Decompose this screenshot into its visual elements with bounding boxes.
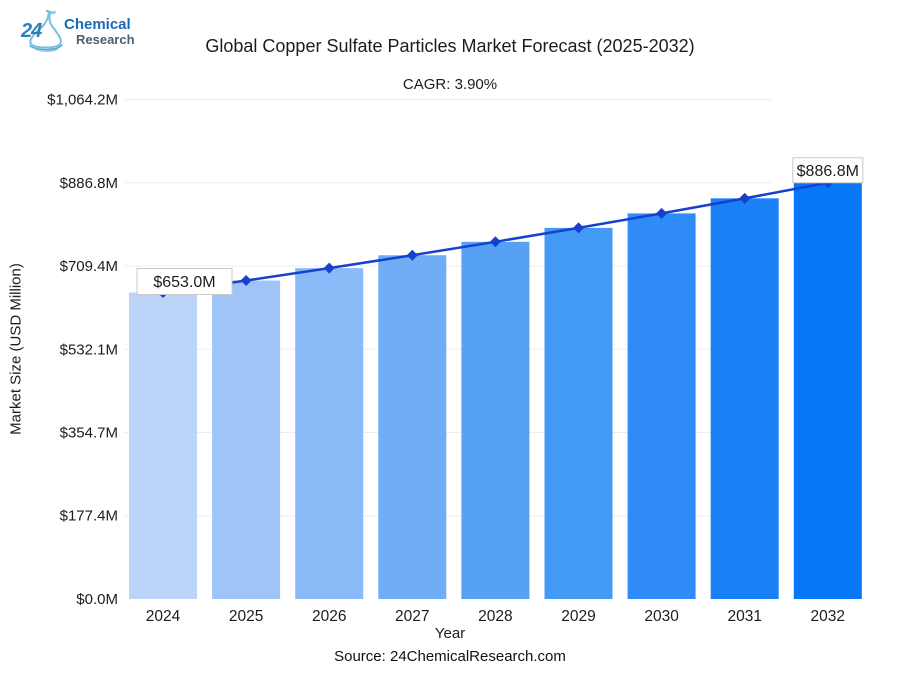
chart-title: Global Copper Sulfate Particles Market F… — [205, 36, 695, 56]
bar-2025 — [212, 280, 281, 599]
y-tick-$1,064.2M: $1,064.2M — [47, 92, 118, 109]
value-label-2032: $886.8M — [797, 163, 859, 180]
bar-2026 — [295, 268, 364, 599]
marker-2027 — [406, 249, 418, 261]
x-tick-2024: 2024 — [146, 608, 181, 625]
x-tick-2029: 2029 — [561, 608, 595, 625]
value-label-box-2032 — [792, 157, 864, 184]
bar-2028 — [461, 241, 530, 600]
logo-brand-line1: Chemical — [64, 16, 131, 33]
bar-2029 — [544, 227, 613, 600]
logo-text: Chemical Research — [64, 17, 135, 46]
logo: 24 Chemical Research — [18, 8, 135, 52]
x-tick-2025: 2025 — [229, 608, 263, 625]
bar-2031 — [710, 198, 779, 599]
x-tick-2030: 2030 — [644, 608, 679, 625]
bar-2027 — [378, 255, 447, 600]
y-tick-$709.4M: $709.4M — [60, 258, 118, 275]
source-attribution: Source: 24ChemicalResearch.com — [334, 648, 566, 665]
x-tick-2032: 2032 — [811, 608, 845, 625]
x-tick-2026: 2026 — [312, 608, 346, 625]
y-tick-$177.4M: $177.4M — [60, 508, 118, 525]
logo-flask-icon: 24 — [18, 8, 70, 52]
x-tick-2027: 2027 — [395, 608, 429, 625]
value-label-2024: $653.0M — [153, 274, 215, 291]
logo-number: 24 — [21, 20, 42, 42]
marker-2029 — [573, 222, 584, 234]
y-tick-$354.7M: $354.7M — [60, 425, 118, 442]
bar-2032 — [793, 182, 862, 600]
marker-2031 — [739, 192, 751, 204]
y-tick-$886.8M: $886.8M — [60, 175, 118, 192]
value-label-box-2024 — [136, 268, 233, 296]
marker-2026 — [323, 262, 335, 274]
marker-2030 — [656, 207, 668, 219]
marker-2028 — [489, 236, 501, 248]
x-tick-2028: 2028 — [478, 608, 512, 625]
y-tick-$0.0M: $0.0M — [76, 591, 118, 608]
flask-icon — [29, 9, 63, 52]
logo-brand-line2: Research — [76, 31, 135, 47]
y-tick-$532.1M: $532.1M — [60, 341, 118, 358]
x-axis-label: Year — [434, 625, 466, 642]
bar-2024 — [129, 292, 197, 599]
bar-2030 — [627, 213, 696, 599]
chart-subtitle-cagr: CAGR: 3.90% — [402, 76, 498, 93]
x-tick-2031: 2031 — [727, 608, 761, 625]
marker-2025 — [240, 275, 252, 287]
